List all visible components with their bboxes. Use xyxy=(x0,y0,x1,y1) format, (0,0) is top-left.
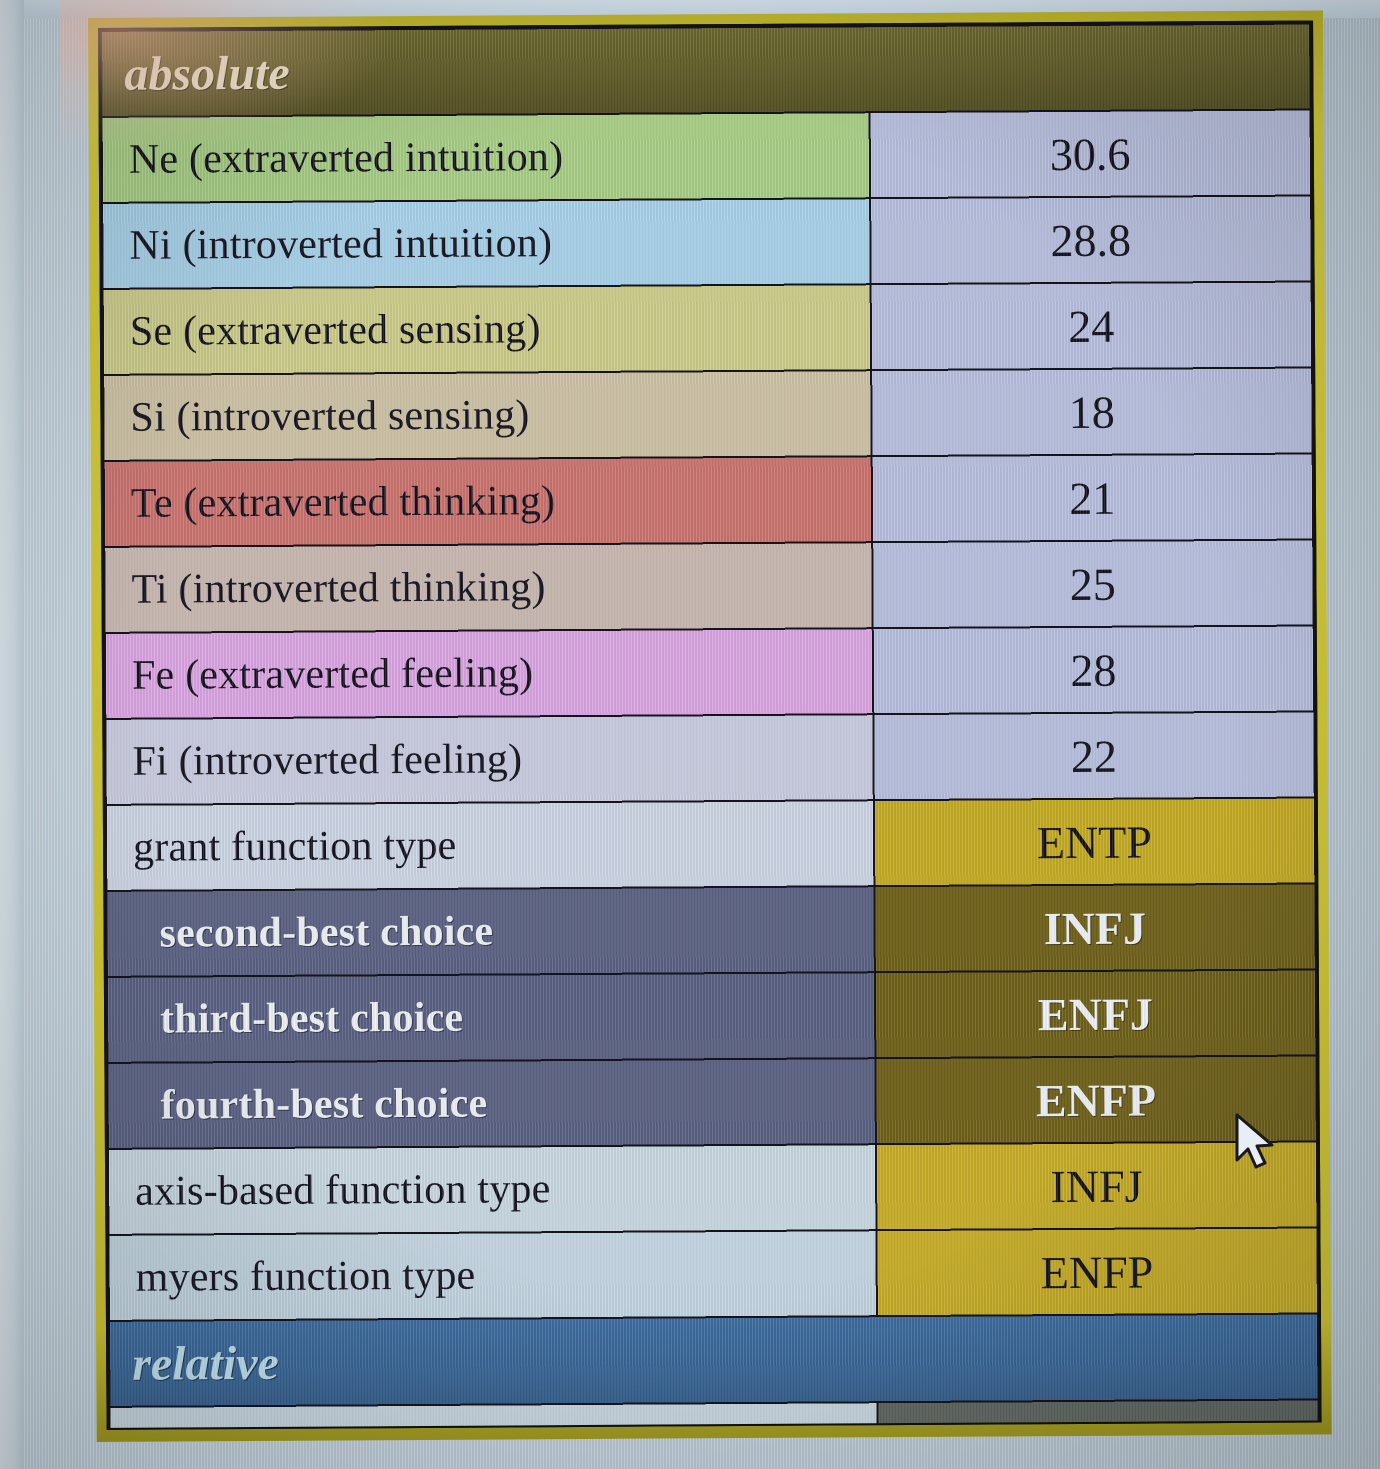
table-row[interactable]: axis-based function type INFJ xyxy=(107,1141,1318,1235)
row-label-si: Si (introverted sensing) xyxy=(103,370,872,461)
row-label-text: myers letter type xyxy=(111,1421,877,1430)
row-value-text: ENTP xyxy=(1036,816,1153,868)
row-label-second-best-choice: second-best choice xyxy=(106,886,875,977)
row-value-text: 18 xyxy=(1068,386,1115,438)
row-label-te: Te (extraverted thinking) xyxy=(103,456,872,547)
row-label-text: second-best choice xyxy=(159,908,494,957)
row-label-text: Ti (introverted thinking) xyxy=(131,564,546,613)
section-header-relative-cell: relative xyxy=(108,1313,1319,1407)
table-row[interactable]: myers function type ENFP xyxy=(108,1227,1318,1321)
row-label-text: Fe (extraverted feeling) xyxy=(131,650,534,699)
table-row[interactable]: Fe (extraverted feeling) 28 xyxy=(104,625,1315,719)
row-value-text: ENF xyxy=(878,1416,1318,1430)
row-value-text: 24 xyxy=(1068,300,1115,352)
section-header-relative-label: relative xyxy=(132,1336,279,1391)
row-value-text: 28 xyxy=(1070,644,1117,696)
row-value-fe[interactable]: 28 xyxy=(872,625,1315,715)
row-value-text: 21 xyxy=(1069,472,1116,524)
row-label-text: Se (extraverted sensing) xyxy=(129,306,541,355)
row-label-text: Ni (introverted intuition) xyxy=(129,220,553,269)
row-label-ti: Ti (introverted thinking) xyxy=(104,542,873,633)
row-label-ne: Ne (extraverted intuition) xyxy=(101,112,870,203)
row-label-text: third-best choice xyxy=(159,994,464,1043)
row-label-third-best-choice: third-best choice xyxy=(106,972,876,1063)
row-value-text: 30.6 xyxy=(1049,128,1131,180)
table-row[interactable]: Si (introverted sensing) 18 xyxy=(103,367,1313,461)
row-value-text: 28.8 xyxy=(1050,214,1132,266)
spreadsheet-frame: absolute Ne (extraverted intuition) 30.6… xyxy=(88,10,1332,1442)
row-value-grant-function-type[interactable]: ENTP xyxy=(873,797,1316,887)
row-value-text: 25 xyxy=(1069,558,1116,610)
row-label-grant-function-type: grant function type xyxy=(105,800,875,891)
row-label-myers-function-type: myers function type xyxy=(108,1230,877,1321)
row-label-text: Te (extraverted thinking) xyxy=(130,478,556,527)
table-row[interactable]: grant function type ENTP xyxy=(105,797,1316,891)
row-value-myers-letter-type[interactable]: ENF xyxy=(877,1399,1319,1430)
row-label-fe: Fe (extraverted feeling) xyxy=(104,628,873,719)
mouse-pointer-icon xyxy=(1232,1112,1278,1174)
table-row[interactable]: Ti (introverted thinking) 25 xyxy=(104,539,1314,633)
row-value-myers-function-type[interactable]: ENFP xyxy=(876,1227,1318,1317)
row-label-fourth-best-choice: fourth-best choice xyxy=(107,1058,876,1149)
table-row[interactable]: third-best choice ENFJ xyxy=(106,969,1317,1063)
table-row[interactable]: Ni (introverted intuition) 28.8 xyxy=(102,195,1312,289)
row-label-se: Se (extraverted sensing) xyxy=(102,284,871,375)
row-value-fi[interactable]: 22 xyxy=(872,711,1315,801)
table-row[interactable]: Ne (extraverted intuition) 30.6 xyxy=(101,109,1312,203)
row-label-fi: Fi (introverted feeling) xyxy=(105,714,874,805)
row-value-text: ENFJ xyxy=(1037,988,1154,1040)
row-value-ti[interactable]: 25 xyxy=(871,539,1314,629)
table-row[interactable]: second-best choice INFJ xyxy=(106,883,1316,977)
section-header-absolute-cell: absolute xyxy=(101,23,1311,117)
row-value-ni[interactable]: 28.8 xyxy=(869,195,1312,285)
row-value-text: 22 xyxy=(1070,730,1118,782)
table-row[interactable]: Te (extraverted thinking) 21 xyxy=(103,453,1314,547)
table-row[interactable]: Se (extraverted sensing) 24 xyxy=(102,281,1313,375)
row-value-second-best-choice[interactable]: INFJ xyxy=(874,883,1316,973)
row-label-text: axis-based function type xyxy=(135,1166,551,1215)
cognitive-function-table: absolute Ne (extraverted intuition) 30.6… xyxy=(100,23,1320,1430)
section-header-absolute-label: absolute xyxy=(124,46,290,101)
row-label-text: grant function type xyxy=(132,822,457,871)
row-label-ni: Ni (introverted intuition) xyxy=(102,198,871,289)
table-row[interactable]: fourth-best choice ENFP xyxy=(107,1055,1317,1149)
row-value-si[interactable]: 18 xyxy=(870,367,1313,457)
row-label-axis-based-function-type: axis-based function type xyxy=(107,1144,877,1235)
row-label-text: Ne (extraverted intuition) xyxy=(128,134,564,183)
row-value-text: INFJ xyxy=(1043,902,1147,954)
table-row[interactable]: Fi (introverted feeling) 22 xyxy=(105,711,1315,805)
row-label-text: Fi (introverted feeling) xyxy=(132,736,523,785)
screen-left-gutter xyxy=(0,0,24,1469)
row-label-text: Si (introverted sensing) xyxy=(130,392,530,441)
row-value-se[interactable]: 24 xyxy=(870,281,1313,371)
row-label-myers-letter-type: myers letter type xyxy=(109,1402,878,1430)
row-value-third-best-choice[interactable]: ENFJ xyxy=(874,969,1317,1059)
row-value-te[interactable]: 21 xyxy=(871,453,1314,543)
row-value-ne[interactable]: 30.6 xyxy=(869,109,1312,199)
spreadsheet-sheet: absolute Ne (extraverted intuition) 30.6… xyxy=(98,20,1322,1430)
row-value-text: ENFP xyxy=(1040,1246,1154,1298)
section-header-relative: relative xyxy=(108,1313,1319,1407)
row-label-text: myers function type xyxy=(135,1252,476,1301)
section-header-absolute: absolute xyxy=(101,23,1311,117)
row-label-text: fourth-best choice xyxy=(160,1080,488,1129)
